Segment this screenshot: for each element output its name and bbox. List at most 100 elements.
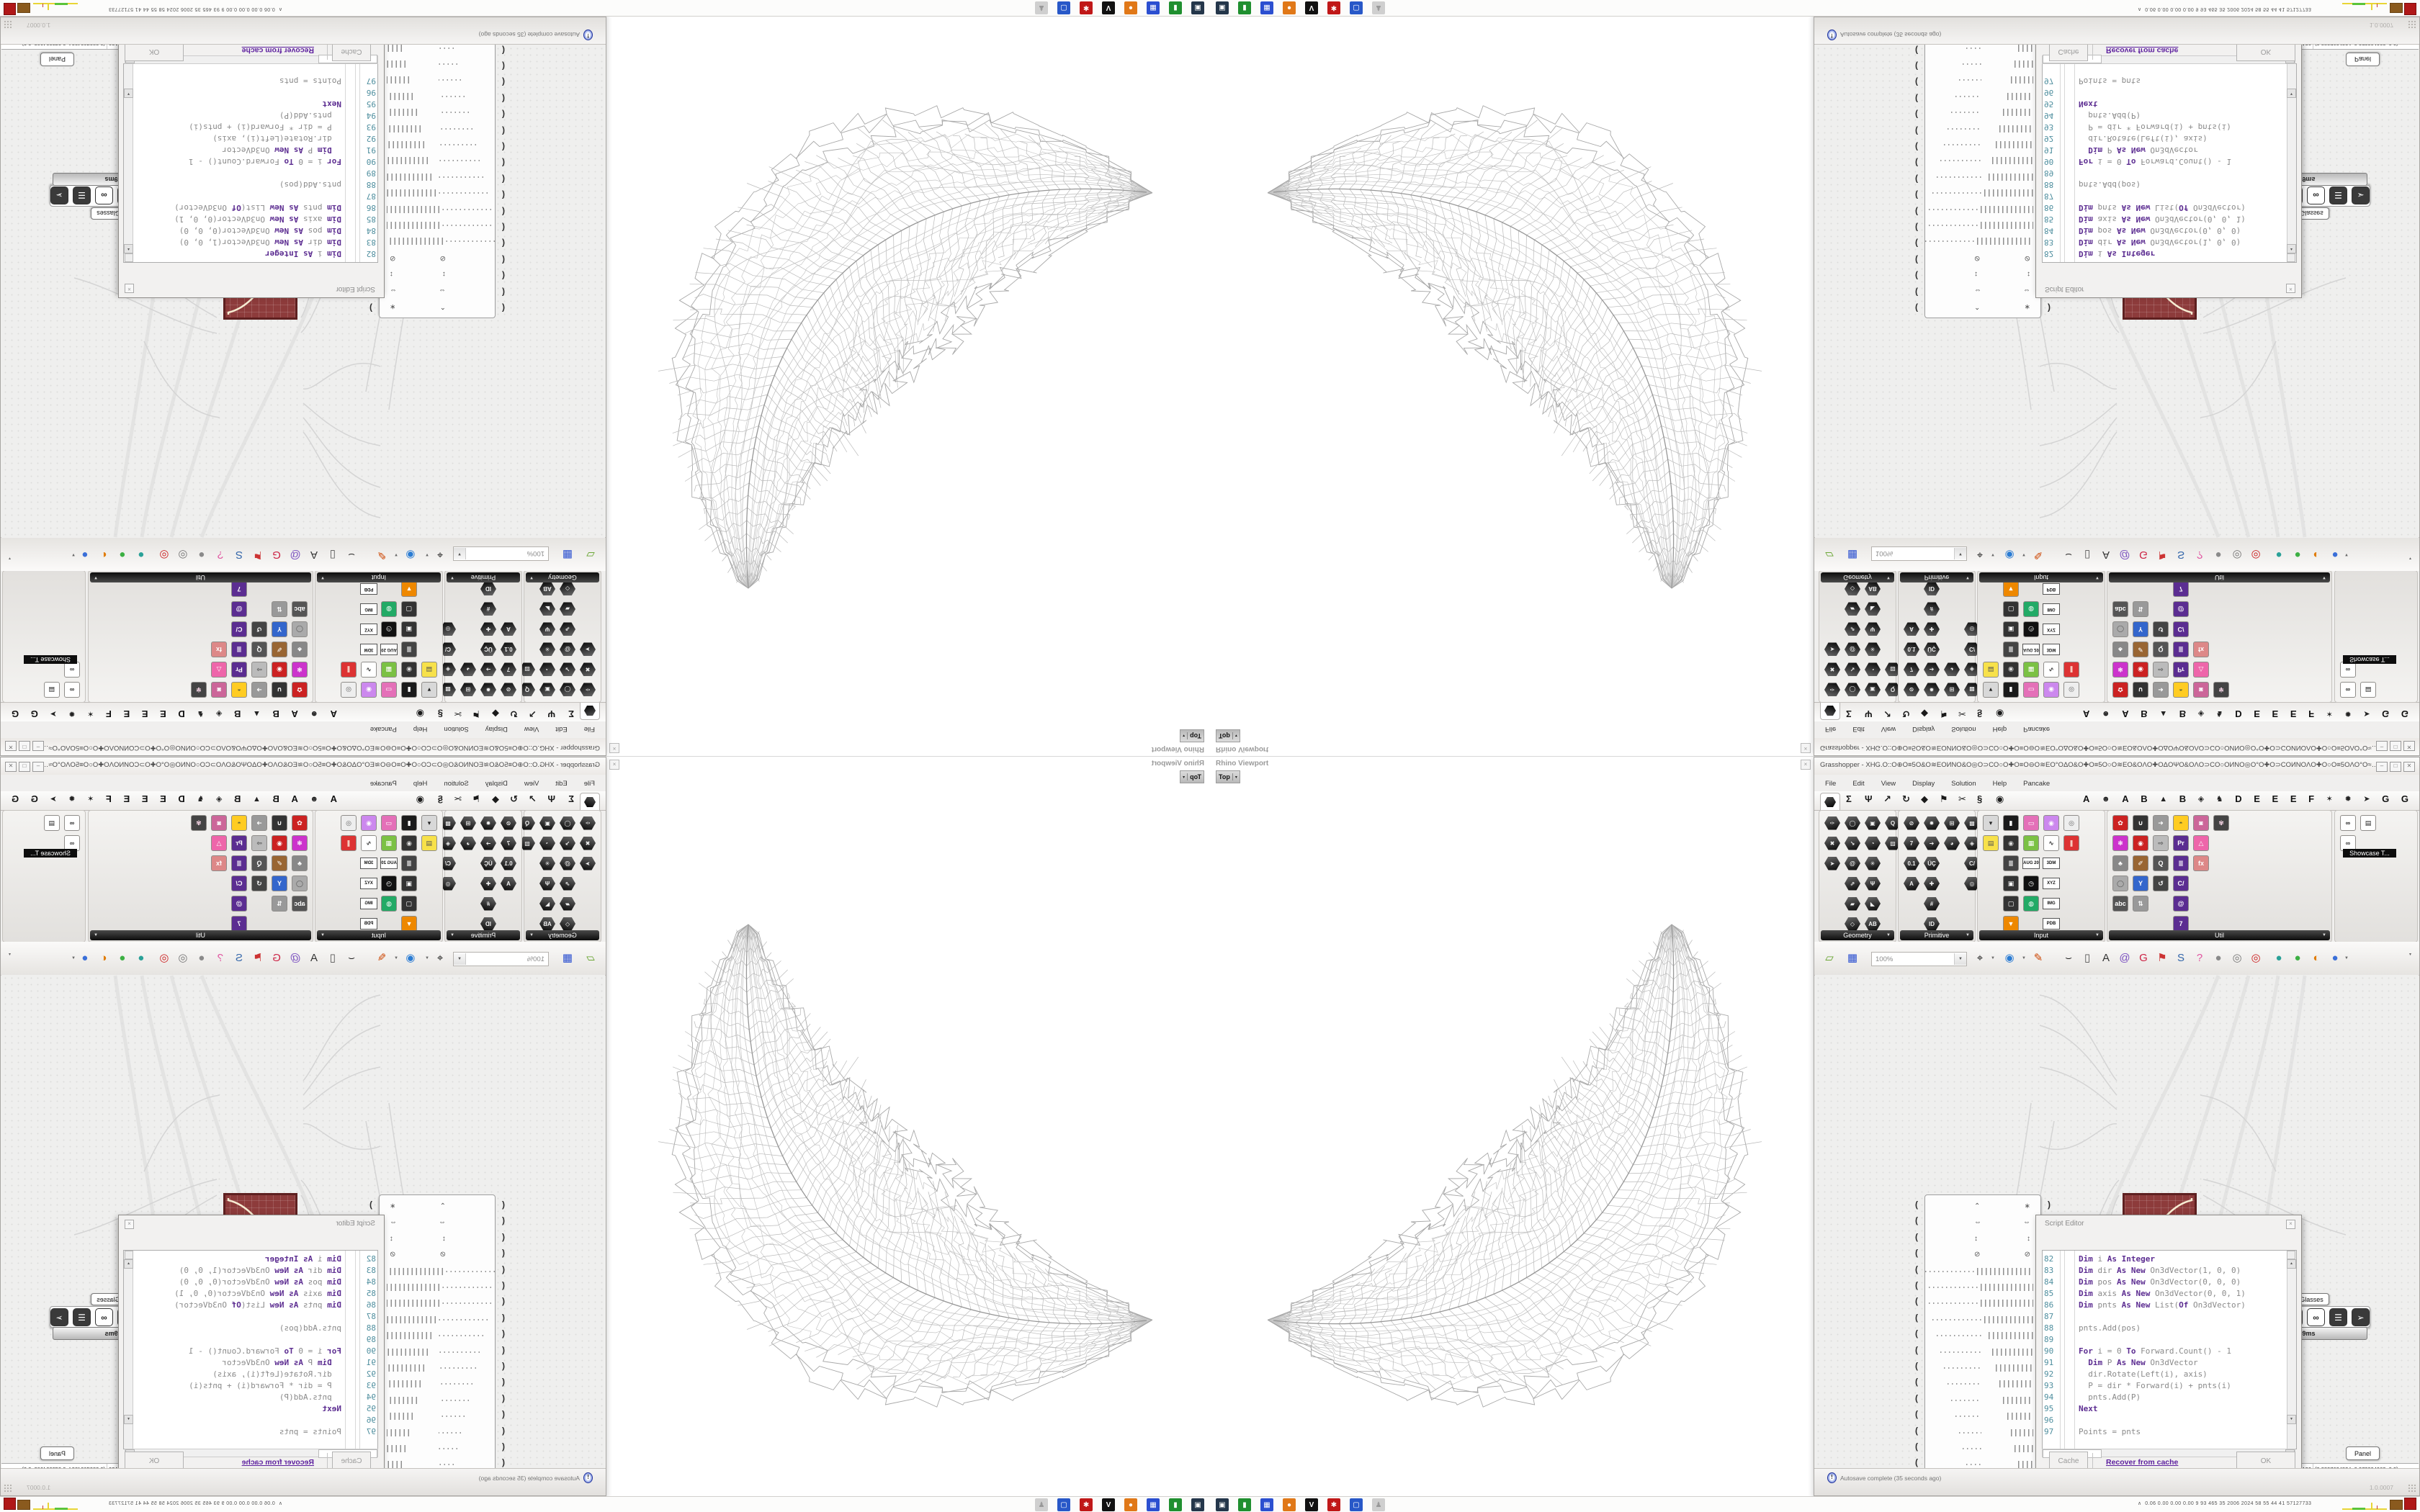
toolbar-overflow-icon[interactable]: ▾ [2409,953,2412,957]
addon-tab-E[interactable]: E [2290,708,2297,719]
menu-item-help[interactable]: Help [1992,725,2007,734]
file-chip-icon[interactable]: PDB [360,918,377,930]
open-folder-icon[interactable]: ▱ [1825,952,1834,964]
torus-icon[interactable]: ◎ [2232,952,2242,964]
genome-row[interactable]: () [369,1441,505,1456]
component-icon[interactable]: ∞ [2340,815,2356,831]
component-icon[interactable]: ID [480,582,496,596]
component-icon[interactable]: ▦ [381,835,397,851]
category-tab-icon[interactable]: ↗ [529,793,537,804]
dart-icon[interactable]: ➤ [2363,795,2370,804]
palette-label-util[interactable]: Util ▼ [90,930,311,940]
category-tab-icon[interactable]: ✂ [1958,708,1966,719]
addon-tab-D[interactable]: D [178,793,185,804]
genome-row[interactable]: () [369,1328,505,1343]
palette-label-input[interactable]: Input ▼ [317,930,441,940]
glass-icon[interactable]: ⌣ [2065,951,2072,964]
file-chip-icon[interactable]: IMG [2043,898,2060,909]
component-icon[interactable]: ✳ [539,643,555,657]
component-icon[interactable]: △ [2193,662,2209,678]
disabled-app-icon[interactable]: ♟ [1035,1498,1048,1511]
category-tab-icon[interactable]: ◉ [416,793,424,804]
component-icon[interactable]: ◎ [1964,876,1980,891]
genome-row[interactable]: () [369,153,505,168]
preview-eye-icon[interactable]: ◉ [405,952,416,964]
component-icon[interactable]: # [480,897,496,911]
genome-row[interactable]: () [1915,1392,2051,1408]
category-tab-icon[interactable]: ◆ [492,708,499,719]
toolbar-overflow-icon[interactable]: ▾ [8,953,11,957]
component-icon[interactable]: ∥ [341,662,357,678]
component-icon[interactable]: Q [251,642,267,657]
sphere-icon[interactable]: ● [198,549,205,562]
preview-eye-icon[interactable]: ◉ [2004,549,2015,561]
toolbar-overflow-icon[interactable]: ▾ [2409,556,2412,560]
component-icon[interactable]: ◍ [381,601,397,617]
menu-item-pancake[interactable]: Pancake [369,725,397,734]
head-icon[interactable]: ☻ [310,794,318,804]
component-icon[interactable]: ≣ [401,855,417,871]
genome-row[interactable]: () [369,202,505,217]
category-tab-icon[interactable]: ↻ [1902,708,1910,719]
menu-item-display[interactable]: Display [485,725,508,734]
close-icon[interactable]: × [125,284,134,293]
component-icon[interactable]: ∿ [361,662,377,678]
component-icon[interactable]: fx [2193,642,2209,657]
addon-tab-D[interactable]: D [2235,708,2242,719]
component-icon[interactable]: ◍ [381,896,397,912]
open-folder-icon[interactable]: ▱ [586,549,595,561]
shield-icon[interactable]: ◈ [2197,795,2205,804]
puzzle-icon[interactable]: ➢ [50,1308,68,1326]
tab-params[interactable] [1820,793,1840,811]
rhino-viewport[interactable]: Rhino Viewport Top ▾ × [606,757,1210,1497]
component-icon[interactable]: ➔ [1924,836,1940,850]
component-icon[interactable]: ▦ [2023,662,2039,678]
ball-green-icon[interactable]: ● [2294,549,2301,562]
maximize-button[interactable]: □ [2390,741,2401,751]
ball-teal-icon[interactable]: ● [2275,951,2282,964]
component-icon[interactable]: ◯ [1845,816,1860,830]
component-icon[interactable]: ◉ [2043,815,2059,831]
category-tab-icon[interactable]: ◆ [1921,708,1928,719]
ball-green-icon[interactable]: ● [119,951,126,964]
genome-row[interactable]: () [369,234,505,249]
addon-tab-F[interactable]: F [105,793,112,804]
component-icon[interactable]: ↘ [560,663,575,677]
component-icon[interactable]: ↺ [2153,621,2169,637]
component-icon[interactable]: ▼ [2003,581,2019,597]
genome-row[interactable]: () [369,1425,505,1440]
grasshopper-titlebar[interactable]: Grasshopper - XHG.O::O⊕O≡5O&O≋EOИNO&O◎O⊃… [1,757,606,775]
tab-params[interactable] [580,702,600,720]
genome-row[interactable]: () [1915,1328,2051,1343]
monitor-app-icon[interactable]: ▣ [1216,1498,1229,1511]
ok-button[interactable]: OK [2236,42,2295,61]
genome-row[interactable]: () [1915,1312,2051,1327]
genome-row[interactable]: () [1915,89,2051,104]
component-icon[interactable]: ✾ [2213,815,2229,831]
component-icon[interactable]: Y [2133,876,2148,891]
palette-label-geometry[interactable]: Geometry ▼ [526,930,599,940]
component-icon[interactable]: ➔ [480,837,496,850]
component-icon[interactable]: abc [292,601,308,617]
component-icon[interactable]: AB [539,917,555,931]
component-icon[interactable]: ◉ [2133,835,2148,851]
addon-tab-D[interactable]: D [2235,793,2242,804]
menu-item-edit[interactable]: Edit [1852,725,1865,734]
component-icon[interactable]: ∥ [2063,835,2079,851]
recover-from-cache-link[interactable]: Recover from cache [241,46,314,55]
component-icon[interactable]: ≣ [231,855,247,871]
component-icon[interactable]: ▢ [2003,601,2019,617]
ball-teal-icon[interactable]: ● [2275,549,2282,562]
component-icon[interactable]: ≣ [2003,855,2019,871]
component-icon[interactable]: Q [2153,642,2169,657]
component-icon[interactable]: ❃ [2112,835,2128,851]
addon-tab-G[interactable]: G [2401,793,2408,804]
component-icon[interactable]: ▣ [401,876,417,891]
component-icon[interactable]: abc [292,896,308,912]
component-icon[interactable]: ÜÇ [1924,856,1940,870]
component-icon[interactable]: ▭ [381,682,397,698]
focus-extents-icon[interactable]: ⌖ [1976,951,1984,964]
menu-item-view[interactable]: View [1881,779,1896,788]
addon-tab-A[interactable]: A [291,708,298,719]
zoom-combobox[interactable]: 100% ▼ [453,952,549,966]
